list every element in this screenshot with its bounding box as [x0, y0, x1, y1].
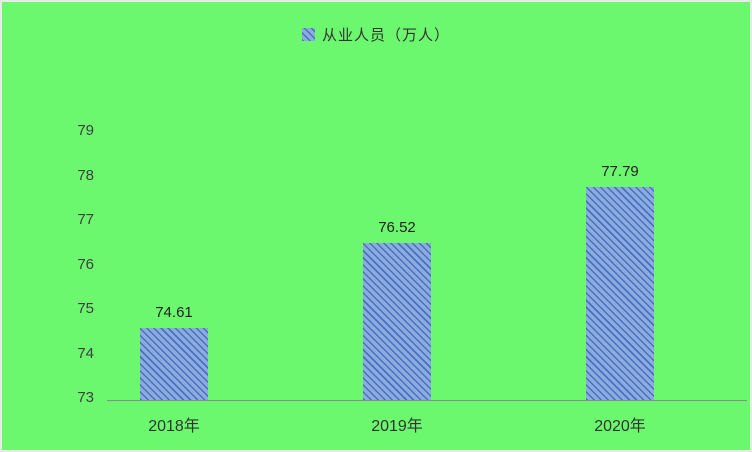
legend-label: 从业人员（万人）	[321, 27, 450, 44]
x-axis-label: 2018年	[148, 418, 200, 435]
y-tick-label: 76	[77, 255, 94, 273]
y-axis: 73 74 75 76 77 78 79	[32, 122, 94, 406]
y-tick-label: 73	[77, 389, 94, 406]
legend-swatch-icon	[301, 28, 315, 41]
legend: 从业人员（万人）	[2, 24, 750, 45]
x-axis-label: 2020年	[594, 418, 646, 435]
bar-value-label: 77.79	[601, 162, 639, 180]
y-tick-label: 78	[77, 166, 94, 184]
bar-value-label: 74.61	[155, 304, 193, 322]
y-tick-label: 75	[77, 300, 94, 317]
y-tick-label: 74	[77, 344, 94, 362]
x-axis-label: 2019年	[371, 418, 423, 435]
bar[interactable]	[586, 186, 654, 400]
bar[interactable]	[140, 328, 208, 400]
bar-group: 76.52	[363, 219, 431, 400]
bar-group: 74.61	[140, 304, 208, 400]
bar-group: 77.79	[586, 163, 654, 400]
bar[interactable]	[363, 243, 431, 400]
plot-area: 74.61 2018年 76.52 2019年 77.79 2020年	[107, 133, 747, 435]
y-tick-label: 79	[77, 122, 94, 139]
bar-value-label: 76.52	[378, 219, 416, 237]
y-tick-label: 77	[77, 211, 94, 228]
